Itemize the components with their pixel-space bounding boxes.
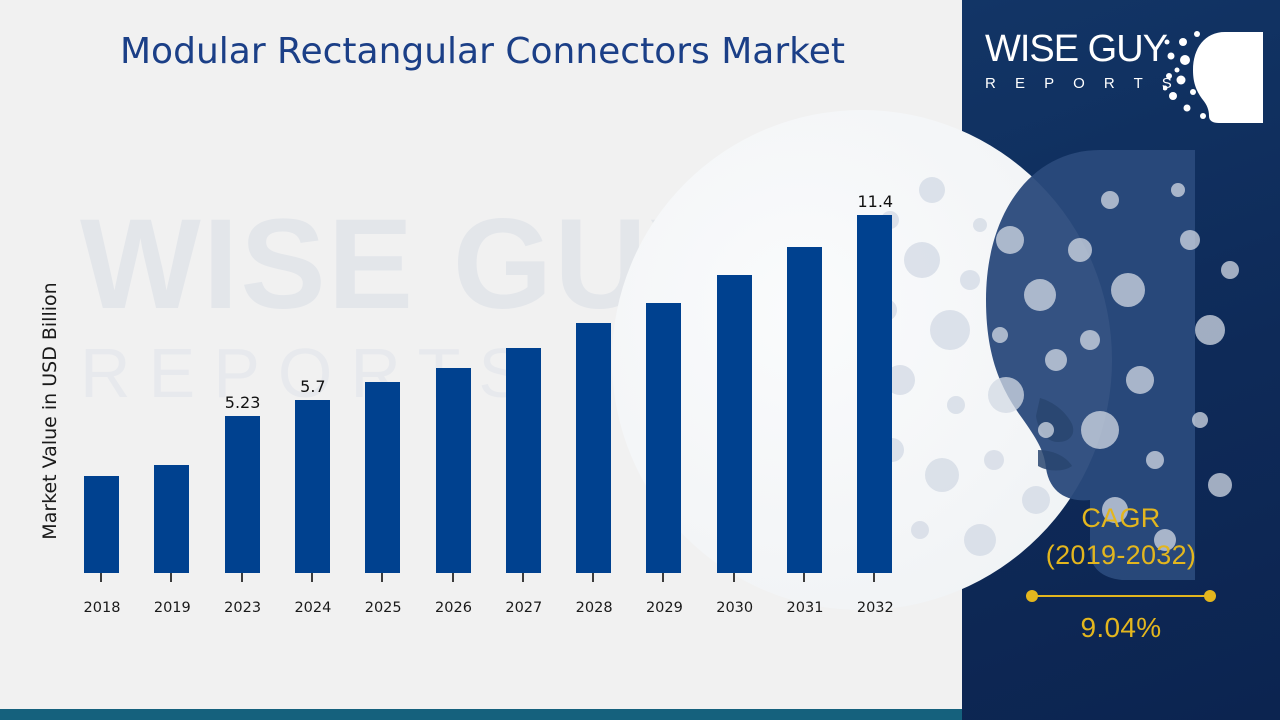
bar-group: 2019 (154, 0, 191, 720)
x-tick-label-2024: 2024 (294, 600, 332, 616)
x-tick-mark (592, 573, 595, 582)
x-tick-label-2029: 2029 (645, 600, 683, 616)
cagr-value: 9.04% (1080, 612, 1162, 643)
dotted-head-profile-icon (1163, 31, 1263, 123)
chart-title: Modular Rectangular Connectors Market (120, 31, 845, 72)
x-tick-mark (381, 573, 384, 582)
x-tick-mark (451, 573, 454, 582)
x-tick-label-2019: 2019 (153, 600, 191, 616)
brand-logo: WISE GUY R E P O R T S (985, 28, 1263, 125)
bar-group: 2018 (84, 0, 120, 720)
bar-2027[interactable] (505, 348, 541, 573)
cagr-range: (2019-2032) (1045, 540, 1197, 570)
x-tick-label-2023: 2023 (224, 600, 262, 616)
x-tick-label-2018: 2018 (83, 600, 121, 616)
x-tick-mark (521, 573, 524, 582)
bottom-accent-bar (0, 709, 962, 720)
x-tick-mark (240, 573, 243, 582)
bar-group: 2027 (505, 0, 542, 720)
cagr-divider (1026, 590, 1216, 602)
bar-group: 2026 (435, 0, 472, 720)
divider-line (1031, 595, 1211, 597)
cagr-block: CAGR (2019-2032) 9.04% (962, 500, 1280, 644)
x-tick-mark (310, 573, 313, 582)
bar-2018[interactable] (84, 476, 119, 573)
x-tick-mark (170, 573, 173, 582)
bar-group: 2023 5.23 (224, 0, 261, 720)
x-tick-label-2025: 2025 (364, 600, 402, 616)
bar-2025[interactable] (365, 382, 401, 573)
divider-dot-right (1204, 590, 1216, 602)
bar-2028[interactable] (576, 323, 612, 573)
x-tick-label-2030: 2030 (716, 600, 754, 616)
logo-subtitle: R E P O R T S (985, 75, 1180, 92)
x-tick-label-2027: 2027 (505, 600, 543, 616)
x-tick-label-2028: 2028 (575, 600, 613, 616)
bar-group: 2024 5.7 (294, 0, 331, 720)
y-axis-label: Market Value in USD Billion (39, 282, 61, 540)
bar-2019[interactable] (154, 465, 190, 573)
bar-group: 2028 (576, 0, 613, 720)
bar-value-label-2024: 5.7 (300, 377, 326, 396)
bar-2023[interactable] (224, 416, 260, 573)
cagr-label: CAGR (1081, 503, 1161, 533)
bar-group: 2025 (365, 0, 402, 720)
bar-2024[interactable] (294, 400, 330, 573)
x-tick-mark (100, 573, 102, 582)
bar-value-label-2023: 5.23 (224, 393, 261, 412)
x-tick-label-2026: 2026 (435, 600, 472, 616)
logo-wordmark: WISE GUY (985, 28, 1168, 70)
x-tick-mark (662, 573, 665, 582)
bar-2026[interactable] (435, 368, 471, 573)
